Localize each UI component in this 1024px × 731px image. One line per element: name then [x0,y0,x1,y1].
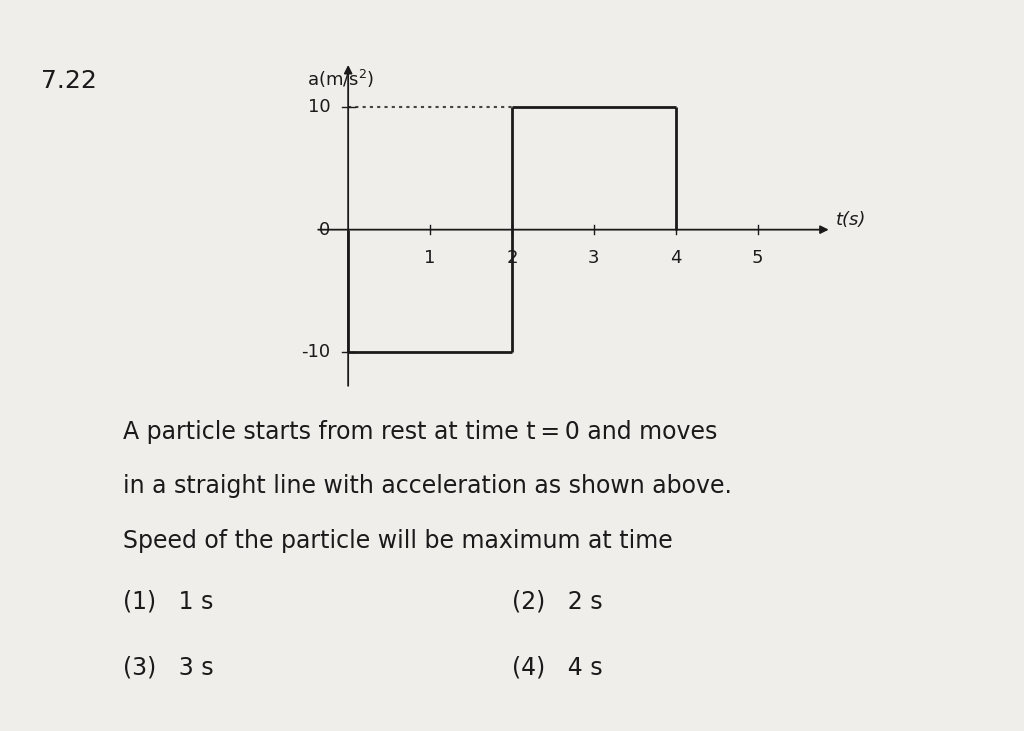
Text: a(m/s$^2$): a(m/s$^2$) [307,68,375,91]
Text: (1)   1 s: (1) 1 s [123,590,213,613]
Text: (4)   4 s: (4) 4 s [512,656,603,679]
Text: 0: 0 [318,221,330,238]
Text: Speed of the particle will be maximum at time: Speed of the particle will be maximum at… [123,529,673,553]
Text: 3: 3 [588,249,600,268]
Text: in a straight line with acceleration as shown above.: in a straight line with acceleration as … [123,474,732,499]
Text: 7.22: 7.22 [41,69,97,93]
Text: -10: -10 [301,343,330,361]
Text: 4: 4 [670,249,682,268]
Text: 5: 5 [752,249,764,268]
Text: t(s): t(s) [836,211,866,229]
Text: A particle starts from rest at time t = 0 and moves: A particle starts from rest at time t = … [123,420,717,444]
Text: (3)   3 s: (3) 3 s [123,656,214,679]
Text: (2)   2 s: (2) 2 s [512,590,603,613]
Text: 2: 2 [506,249,518,268]
Text: 1: 1 [424,249,436,268]
Text: 10: 10 [307,99,330,116]
